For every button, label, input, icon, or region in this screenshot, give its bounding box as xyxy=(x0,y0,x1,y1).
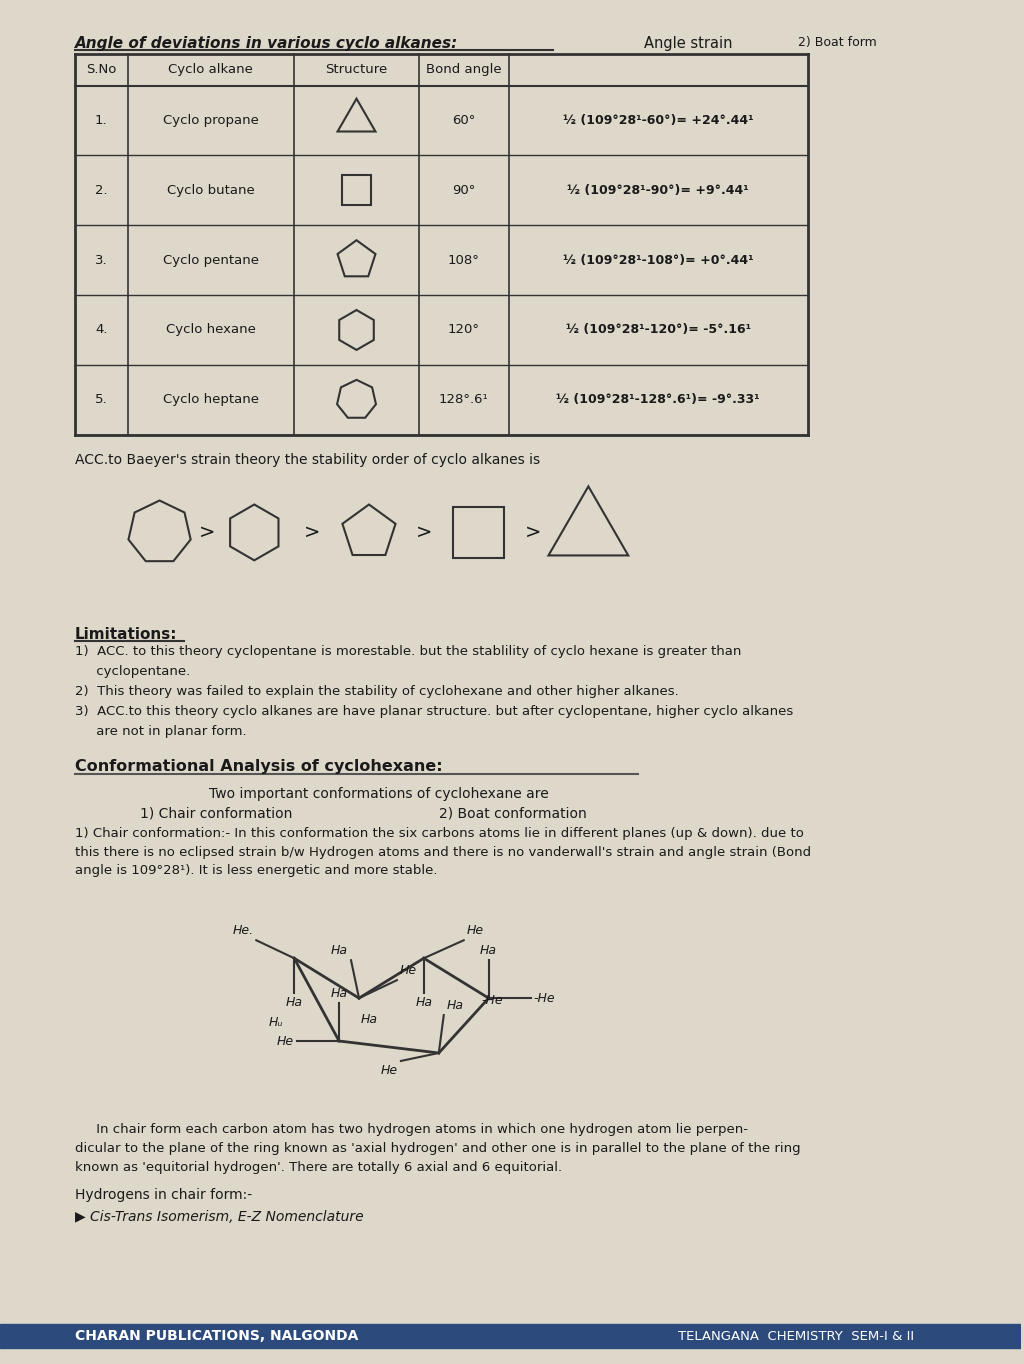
Text: cyclopentane.: cyclopentane. xyxy=(75,666,190,678)
Text: Two important conformations of cyclohexane are: Two important conformations of cyclohexa… xyxy=(210,787,549,801)
Text: Ha: Ha xyxy=(286,996,303,1009)
Text: Cyclo pentane: Cyclo pentane xyxy=(163,254,259,267)
Text: Cyclo butane: Cyclo butane xyxy=(167,184,255,196)
Text: 3)  ACC.to this theory cyclo alkanes are have planar structure. but after cyclop: 3) ACC.to this theory cyclo alkanes are … xyxy=(75,705,793,717)
Text: He: He xyxy=(400,964,417,977)
Text: Ha: Ha xyxy=(360,1013,378,1026)
Text: 60°: 60° xyxy=(452,115,475,127)
Text: 1) Chair conformation: 1) Chair conformation xyxy=(139,806,292,821)
Text: 1.: 1. xyxy=(95,115,108,127)
Text: Hydrogens in chair form:-: Hydrogens in chair form:- xyxy=(75,1188,252,1202)
Text: ½ (109°28¹-128°.6¹)= -9°.33¹: ½ (109°28¹-128°.6¹)= -9°.33¹ xyxy=(556,393,760,406)
Text: Bond angle: Bond angle xyxy=(426,63,502,76)
Text: are not in planar form.: are not in planar form. xyxy=(75,724,247,738)
Text: He: He xyxy=(381,1064,398,1078)
Text: >: > xyxy=(525,522,542,542)
Text: Angle strain: Angle strain xyxy=(644,35,732,50)
Text: Ha: Ha xyxy=(416,996,432,1009)
Bar xyxy=(342,176,372,206)
Text: 1) Chair conformation:- In this conformation the six carbons atoms lie in differ: 1) Chair conformation:- In this conforma… xyxy=(75,827,804,840)
Text: Ha: Ha xyxy=(331,944,348,958)
Text: ▶ Cis-Trans Isomerism, E-Z Nomenclature: ▶ Cis-Trans Isomerism, E-Z Nomenclature xyxy=(75,1210,364,1224)
Text: ½ (109°28¹-108°)= +0°.44¹: ½ (109°28¹-108°)= +0°.44¹ xyxy=(563,254,754,267)
Text: dicular to the plane of the ring known as 'axial hydrogen' and other one is in p: dicular to the plane of the ring known a… xyxy=(75,1142,801,1155)
Bar xyxy=(454,507,504,558)
Text: 3.: 3. xyxy=(95,254,108,267)
Text: 1)  ACC. to this theory cyclopentane is morestable. but the stablility of cyclo : 1) ACC. to this theory cyclopentane is m… xyxy=(75,645,741,657)
Text: He: He xyxy=(467,925,483,937)
Text: Angle of deviations in various cyclo alkanes:: Angle of deviations in various cyclo alk… xyxy=(75,35,458,50)
Text: 2.: 2. xyxy=(95,184,108,196)
Text: 120°: 120° xyxy=(447,323,479,337)
Text: >: > xyxy=(416,522,432,542)
Text: >: > xyxy=(303,522,319,542)
Text: Cyclo hexane: Cyclo hexane xyxy=(166,323,256,337)
Text: Cyclo alkane: Cyclo alkane xyxy=(169,63,253,76)
Text: ½ (109°28¹-120°)= -5°.16¹: ½ (109°28¹-120°)= -5°.16¹ xyxy=(565,323,751,337)
Text: ½ (109°28¹-60°)= +24°.44¹: ½ (109°28¹-60°)= +24°.44¹ xyxy=(563,115,754,127)
Text: angle is 109°28¹). It is less energetic and more stable.: angle is 109°28¹). It is less energetic … xyxy=(75,865,437,877)
Text: 2)  This theory was failed to explain the stability of cyclohexane and other hig: 2) This theory was failed to explain the… xyxy=(75,685,679,698)
Text: -He: -He xyxy=(534,992,555,1005)
Text: 90°: 90° xyxy=(452,184,475,196)
Text: this there is no eclipsed strain b/w Hydrogen atoms and there is no vanderwall's: this there is no eclipsed strain b/w Hyd… xyxy=(75,846,811,858)
Text: 128°.6¹: 128°.6¹ xyxy=(439,393,488,406)
Text: Structure: Structure xyxy=(326,63,388,76)
Text: In chair form each carbon atom has two hydrogen atoms in which one hydrogen atom: In chair form each carbon atom has two h… xyxy=(75,1123,748,1136)
Text: S.No: S.No xyxy=(86,63,117,76)
Text: He.: He. xyxy=(232,925,253,937)
Text: -He: -He xyxy=(481,993,503,1007)
Text: Limitations:: Limitations: xyxy=(75,627,177,642)
Text: Ha: Ha xyxy=(480,944,497,958)
Text: Hᵤ: Hᵤ xyxy=(269,1016,284,1028)
Text: known as 'equitorial hydrogen'. There are totally 6 axial and 6 equitorial.: known as 'equitorial hydrogen'. There ar… xyxy=(75,1161,562,1173)
Text: 2) Boat form: 2) Boat form xyxy=(798,35,877,49)
Text: 4.: 4. xyxy=(95,323,108,337)
Text: Cyclo propane: Cyclo propane xyxy=(163,115,259,127)
Text: 108°: 108° xyxy=(447,254,479,267)
Bar xyxy=(0,1324,1021,1348)
Text: Ha: Ha xyxy=(331,988,347,1000)
Text: Ha: Ha xyxy=(446,998,464,1012)
Text: ACC.to Baeyer's strain theory the stability order of cyclo alkanes is: ACC.to Baeyer's strain theory the stabil… xyxy=(75,453,540,466)
Text: Conformational Analysis of cyclohexane:: Conformational Analysis of cyclohexane: xyxy=(75,758,442,773)
Text: 2) Boat conformation: 2) Boat conformation xyxy=(438,806,587,821)
Text: TELANGANA  CHEMISTRY  SEM-I & II: TELANGANA CHEMISTRY SEM-I & II xyxy=(678,1330,914,1342)
Text: CHARAN PUBLICATIONS, NALGONDA: CHARAN PUBLICATIONS, NALGONDA xyxy=(75,1329,358,1344)
Text: >: > xyxy=(199,522,215,542)
Text: He: He xyxy=(278,1034,294,1048)
Text: 5.: 5. xyxy=(95,393,108,406)
Text: Cyclo heptane: Cyclo heptane xyxy=(163,393,259,406)
Text: ½ (109°28¹-90°)= +9°.44¹: ½ (109°28¹-90°)= +9°.44¹ xyxy=(567,184,749,196)
